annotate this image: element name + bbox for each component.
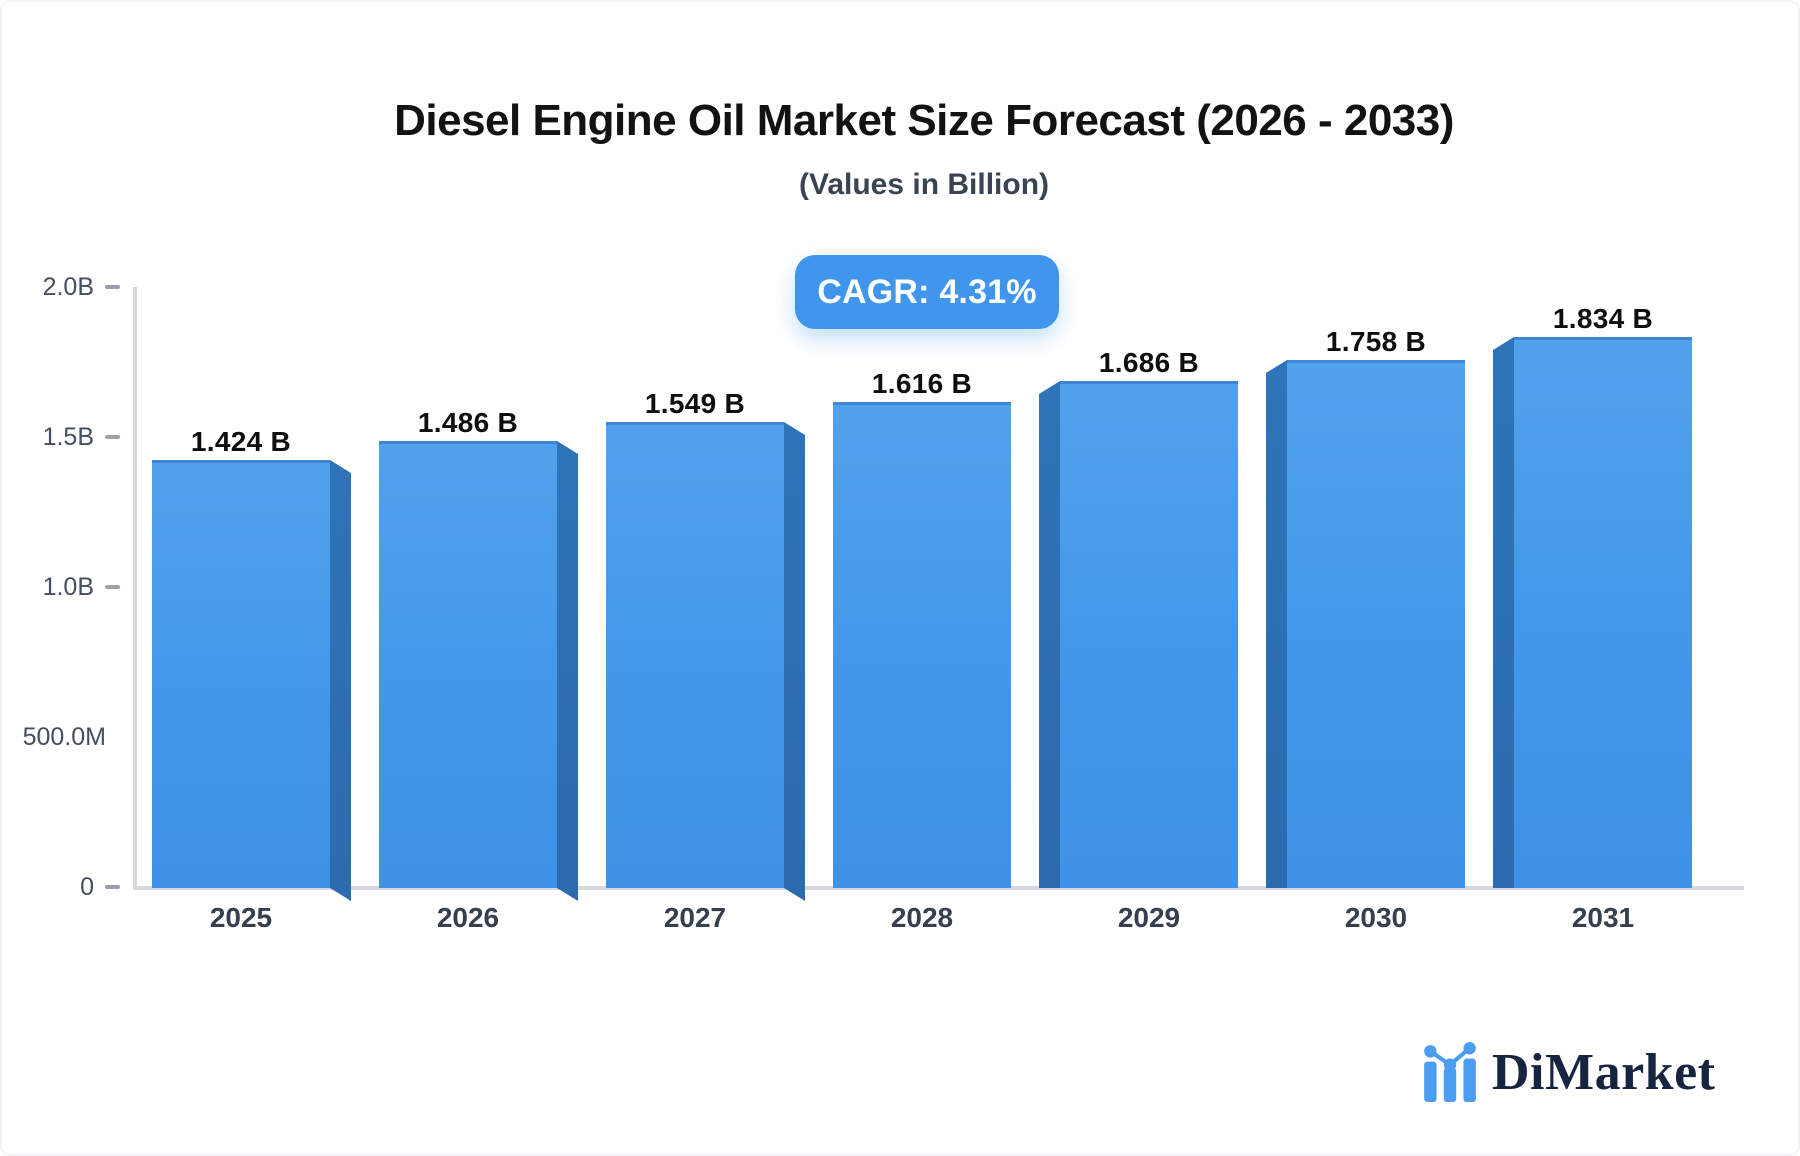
y-tick-1-5b [105, 435, 120, 439]
y-tick-1b [105, 585, 120, 589]
y-axis-label: 1.0B [42, 573, 94, 601]
y-axis-label: 2.0B [42, 273, 94, 301]
x-axis-label-2031: 2031 [1571, 902, 1635, 933]
y-tick-2b [105, 285, 120, 289]
bar-value-label-2030: 1.758 B [1325, 326, 1427, 357]
bar-2025-side [330, 460, 351, 901]
bar-2030-side [1266, 360, 1287, 888]
bar-2031-side [1493, 337, 1514, 888]
bar-2028 [833, 402, 1011, 888]
y-axis-label: 500.0M [22, 723, 106, 751]
y-axis-label: 0 [80, 873, 94, 901]
x-axis-label-2029: 2029 [1117, 902, 1181, 933]
bar-2027-side [784, 422, 805, 901]
x-axis-label-2027: 2027 [663, 902, 727, 933]
bar-value-label-2029: 1.686 B [1098, 347, 1200, 378]
bar-2029-side [1039, 381, 1060, 888]
bar-2031 [1514, 337, 1692, 888]
x-axis-label-2025: 2025 [209, 902, 273, 933]
x-axis-label-2030: 2030 [1344, 902, 1408, 933]
x-axis-label-2028: 2028 [890, 902, 954, 933]
bar-value-label-2026: 1.486 B [417, 407, 519, 438]
bar-value-label-2027: 1.549 B [644, 388, 746, 419]
cagr-badge: CAGR: 4.31% [795, 255, 1059, 329]
bar-value-label-2031: 1.834 B [1552, 303, 1654, 334]
x-axis-label-2026: 2026 [436, 902, 500, 933]
y-axis-label: 1.5B [42, 423, 94, 451]
bar-2029 [1060, 381, 1238, 888]
y-axis-line [133, 287, 137, 890]
chart-title: Diesel Engine Oil Market Size Forecast (… [394, 96, 1454, 145]
bar-chart-logo-icon [1424, 1042, 1476, 1102]
bar-2026 [379, 441, 557, 888]
chart-subtitle: (Values in Billion) [798, 168, 1050, 201]
bar-2025 [152, 460, 330, 888]
brand-name: DiMarket [1492, 1043, 1716, 1101]
y-tick-0 [105, 885, 120, 889]
bar-2030 [1287, 360, 1465, 888]
bar-value-label-2025: 1.424 B [190, 426, 292, 457]
bar-2026-side [557, 441, 578, 901]
x-axis-baseline [133, 886, 1744, 890]
bar-value-label-2028: 1.616 B [871, 368, 973, 399]
bar-2027 [606, 422, 784, 888]
brand-logo: DiMarket [1422, 1042, 1715, 1102]
cagr-badge-label: CAGR: 4.31% [817, 272, 1037, 311]
